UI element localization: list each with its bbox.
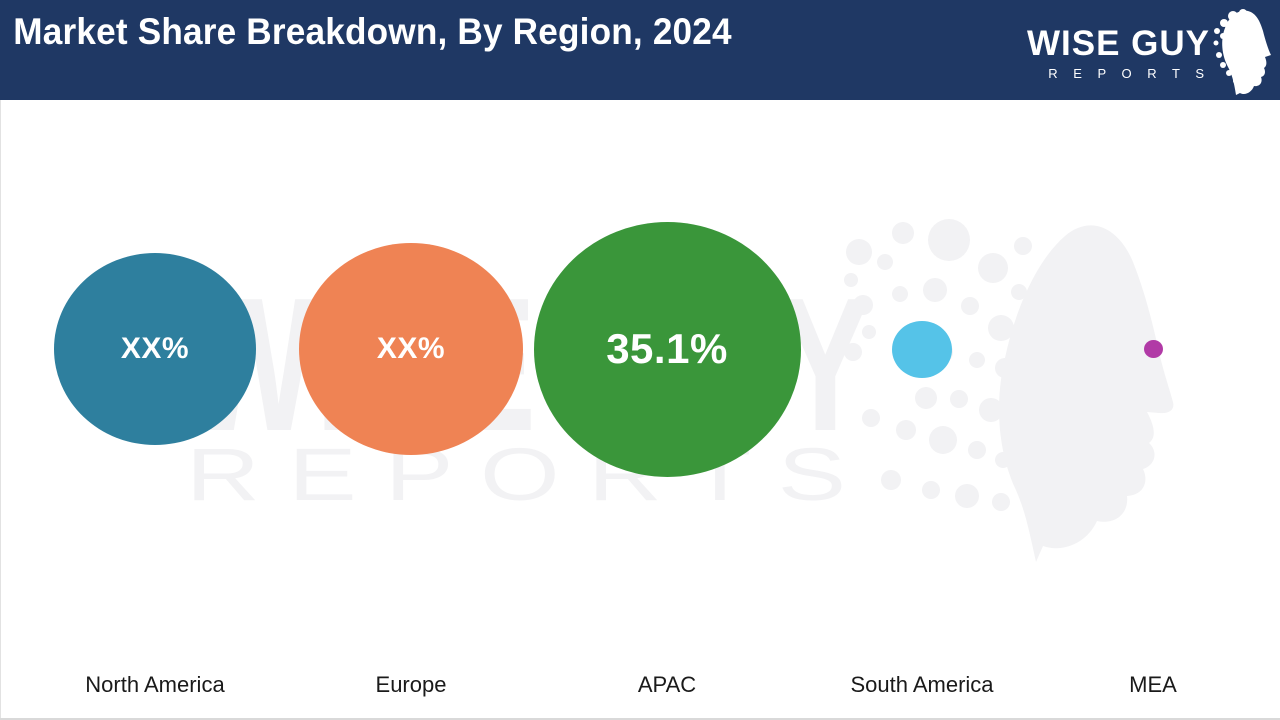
bubble-apac: 35.1% xyxy=(533,221,801,477)
bubble-europe: XX% xyxy=(299,243,523,455)
bubble-value-label: 35.1% xyxy=(606,325,728,372)
bubble-south-america xyxy=(892,320,952,378)
bubble-chart: WISE GUY R E P O R T S XX% North America X… xyxy=(0,100,1280,718)
page-title: Market Share Breakdown, By Region, 2024 xyxy=(13,11,732,52)
brand-subtitle: R E P O R T S xyxy=(1048,65,1210,81)
brand-logo-text: WISE GUY R E P O R T S xyxy=(1027,24,1210,81)
bubble-value-label: XX% xyxy=(376,332,446,365)
header-bar: Market Share Breakdown, By Region, 2024 … xyxy=(0,0,1280,100)
bubble-value-label: XX% xyxy=(120,332,190,365)
category-label-mea: MEA xyxy=(1129,672,1177,697)
category-label-south-america: South America xyxy=(850,672,994,697)
category-label-europe: Europe xyxy=(375,672,447,697)
brand-name: WISE GUY xyxy=(1026,23,1210,63)
head-silhouette-icon xyxy=(1213,9,1271,96)
brand-logo: WISE GUY R E P O R T S xyxy=(1027,0,1280,96)
category-label-north-america: North America xyxy=(85,672,225,697)
bubble-north-america: XX% xyxy=(54,253,256,445)
watermark-head-silhouette xyxy=(999,225,1174,563)
category-label-apac: APAC xyxy=(637,672,697,697)
bubble-mea xyxy=(1143,340,1163,358)
